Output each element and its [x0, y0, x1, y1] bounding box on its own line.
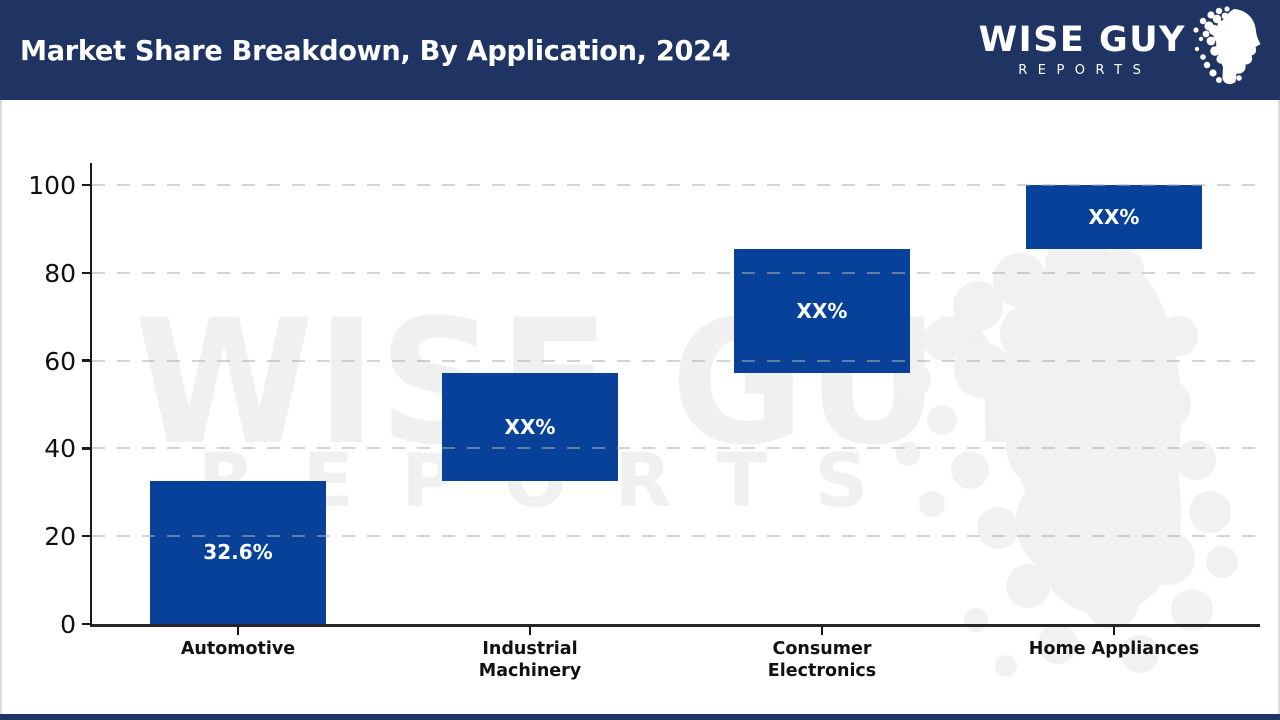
brand-subname: REPORTS — [1018, 63, 1152, 78]
brand-logo: WISE GUY REPORTS — [979, 6, 1262, 94]
x-tick-mark — [1112, 627, 1116, 635]
bar-home-appliances: XX% — [1026, 184, 1202, 249]
bar-automotive: 32.6% — [150, 480, 326, 624]
category-label: Automotive — [180, 639, 296, 659]
y-tick-mark — [82, 534, 92, 538]
y-tick-mark — [82, 622, 92, 626]
bar-value-label: XX% — [1088, 204, 1140, 229]
bar-value-label: XX% — [504, 414, 556, 439]
bar-industrial-machinery: XX% — [442, 372, 618, 481]
x-tick-mark — [820, 627, 824, 635]
bar-value-label: 32.6% — [203, 540, 273, 565]
y-tick-mark — [82, 359, 92, 362]
y-tick-label: 40 — [44, 434, 76, 464]
watermark-face-icon — [880, 218, 1278, 702]
header: Market Share Breakdown, By Application, … — [0, 0, 1280, 100]
category-label: Home Appliances — [1028, 639, 1200, 659]
brand-name: WISE GUY — [978, 20, 1186, 60]
y-tick-label: 0 — [60, 610, 76, 639]
x-tick-mark — [236, 627, 240, 635]
category-label: Consumer Electronics — [767, 639, 877, 681]
chart-panel: WISE GUY REPORTS — [0, 100, 1280, 714]
plot-area: 0 20 40 60 80 100 32.6% Automotive XX% Industrial… — [28, 163, 1260, 681]
y-tick-label: 80 — [44, 258, 76, 288]
y-tick-mark — [82, 271, 92, 274]
grid-line — [92, 271, 1260, 274]
grid-line — [92, 535, 1260, 538]
bar-consumer-electronics: XX% — [734, 248, 910, 373]
y-tick-label: 100 — [28, 170, 76, 200]
y-tick-mark — [82, 183, 92, 187]
bar-value-label: XX% — [796, 298, 848, 323]
brand-face-icon — [1188, 6, 1262, 94]
grid-line — [92, 183, 1260, 186]
y-tick-label: 20 — [44, 522, 76, 552]
grid-line — [92, 359, 1260, 362]
footer-bar — [0, 714, 1280, 720]
page-title: Market Share Breakdown, By Application, … — [20, 33, 731, 67]
y-tick-mark — [82, 447, 92, 450]
y-tick-label: 60 — [44, 346, 76, 376]
x-tick-mark — [528, 627, 532, 635]
grid-line — [92, 447, 1260, 450]
category-label: Industrial Machinery — [478, 639, 582, 681]
brand-wordmark: WISE GUY REPORTS — [978, 20, 1186, 78]
